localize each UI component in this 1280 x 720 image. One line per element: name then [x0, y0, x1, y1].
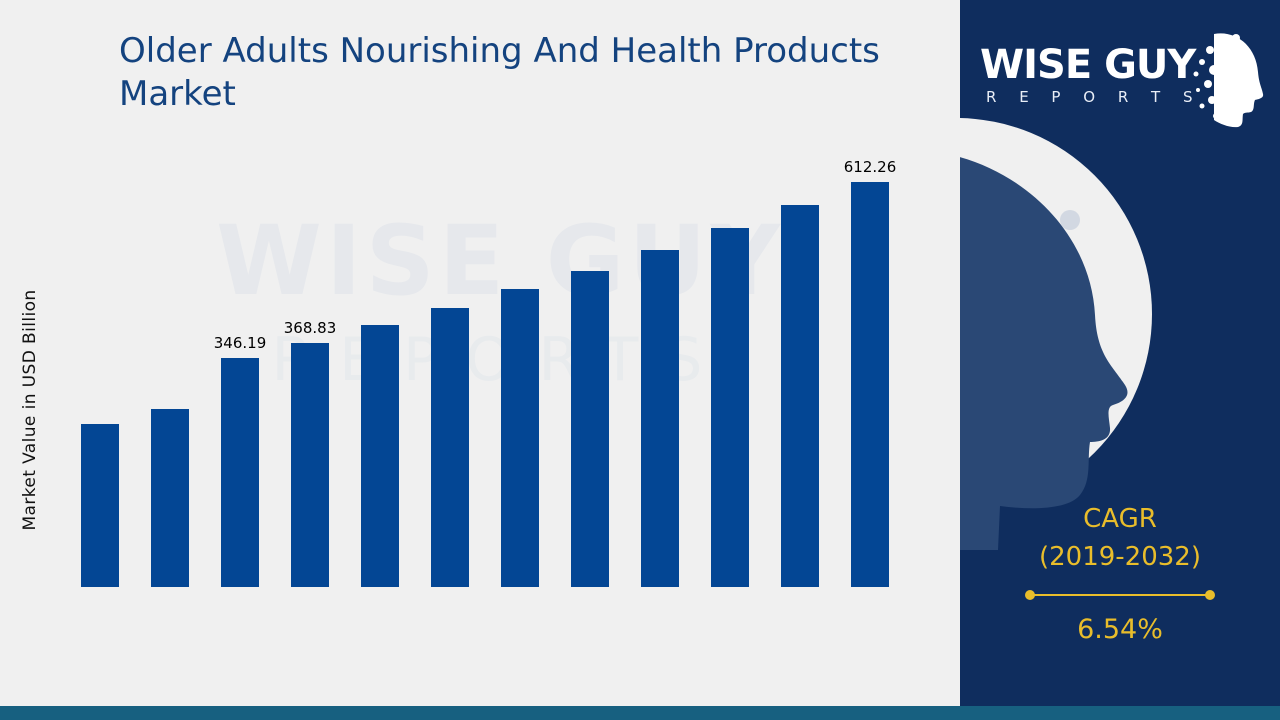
head-profile-silhouette	[960, 157, 1128, 550]
cagr-divider	[1025, 590, 1215, 600]
bar-2027	[501, 289, 539, 587]
y-axis-label: Market Value in USD Billion	[20, 289, 40, 531]
divider-dot-right	[1205, 590, 1215, 600]
bar-value-label-2024: 368.83	[283, 318, 337, 337]
brain-head-icon	[1193, 33, 1264, 128]
cagr-title: CAGR	[1083, 504, 1157, 534]
cagr-period: (2019-2032)	[1038, 542, 1201, 572]
bar-2029	[641, 249, 679, 587]
bar-2025	[361, 325, 399, 587]
bubble-1	[1060, 210, 1080, 230]
bar-2019	[151, 408, 189, 587]
bar-value-label-2032: 612.26	[843, 157, 897, 176]
bar-plot-area: 201820192023346.192024368.83202520262027…	[60, 150, 900, 587]
bar-2030	[711, 228, 749, 587]
chart-panel: WISE GUY REPORTS Older Adults Nourishing…	[20, 31, 900, 587]
bar-value-label-2023: 346.19	[213, 333, 267, 352]
bar-2023	[221, 357, 259, 587]
cagr-block: CAGR (2019-2032) 6.54%	[960, 500, 1280, 645]
page-title: Older Adults Nourishing And Health Produ…	[119, 31, 880, 114]
cagr-value: 6.54%	[1077, 614, 1163, 645]
bar-2032	[851, 181, 889, 587]
bar-2018	[81, 423, 119, 587]
bar-2031	[781, 205, 819, 587]
bar-2026	[431, 307, 469, 587]
logo-subtitle: R E P O R T S	[986, 88, 1202, 106]
bar-2028	[571, 270, 609, 587]
wiseguy-logo: WISE GUY R E P O R T S	[974, 28, 1266, 128]
bottom-accent-strip	[0, 706, 1280, 720]
divider-line	[1030, 594, 1210, 596]
logo-wordmark: WISE GUY	[980, 42, 1196, 88]
brand-panel: WISE GUY R E P O R T S CAGR (20	[960, 0, 1280, 706]
bar-2024	[291, 342, 329, 587]
